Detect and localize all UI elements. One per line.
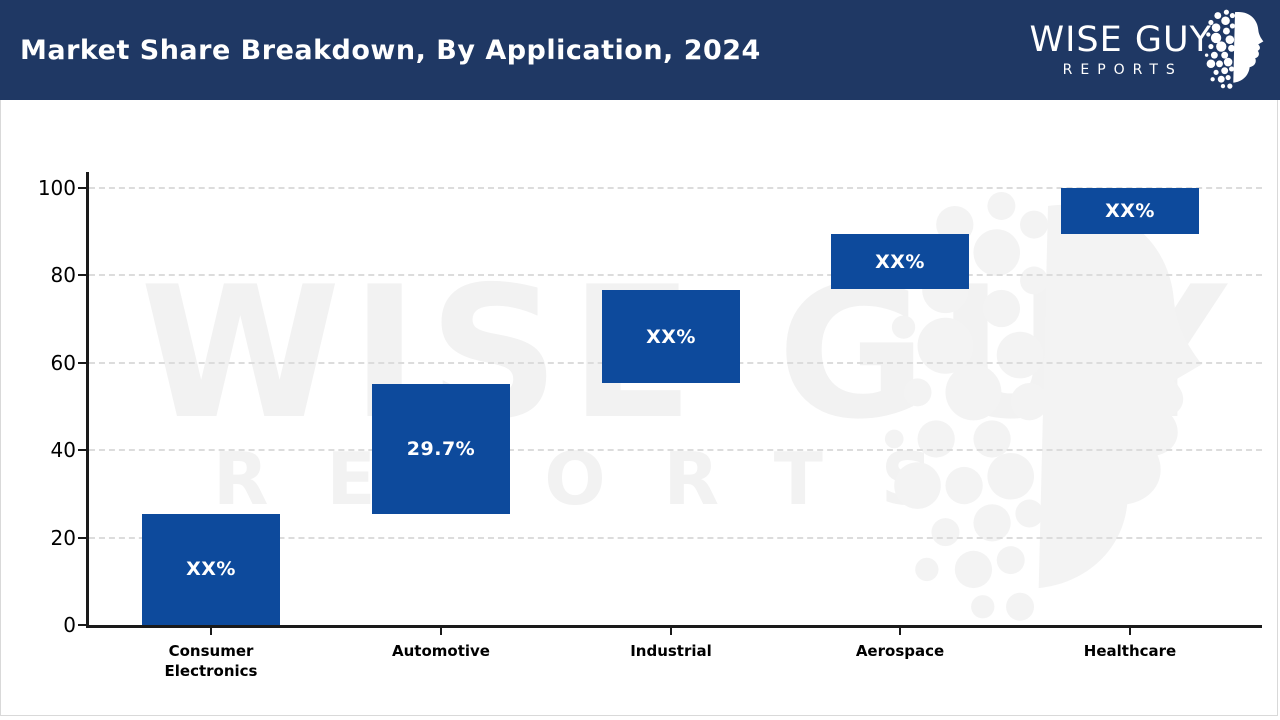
category-label-aerospace: Aerospace (855, 642, 945, 660)
brand-logo-text: WISE GUY REPORTS (1029, 22, 1212, 78)
watermark-reports-text: REPORTS (213, 437, 991, 521)
bar-aerospace: XX% (831, 233, 969, 290)
y-tick-label-100: 100 (37, 175, 76, 200)
logo-name: WISE GUY (1029, 20, 1212, 61)
x-axis-line (86, 625, 1262, 628)
x-tick-industrial (670, 628, 672, 635)
bar-value-label-aerospace: XX% (875, 250, 925, 273)
gridline-y-80 (89, 274, 1262, 276)
logo-tagline: REPORTS (1062, 61, 1183, 78)
y-tick-100 (78, 186, 86, 189)
gridline-y-20 (89, 536, 1262, 539)
x-tick-aerospace (899, 628, 901, 635)
x-tick-automotive (440, 628, 442, 635)
bar-value-label-industrial: XX% (646, 325, 696, 348)
y-tick-0 (78, 624, 86, 626)
y-tick-label-60: 60 (50, 350, 76, 375)
bar-consumer-electronics: XX% (142, 513, 280, 625)
gridline-y-40 (89, 449, 1262, 451)
category-label-healthcare: Healthcare (1083, 642, 1177, 660)
x-tick-healthcare (1129, 628, 1131, 635)
wiseguy-head-icon (1204, 9, 1264, 89)
y-tick-40 (78, 449, 86, 451)
category-label-consumer-electronics: Consumer Electronics (164, 642, 258, 680)
page-title: Market Share Breakdown, By Application, … (20, 34, 761, 66)
y-tick-label-40: 40 (50, 438, 76, 462)
y-tick-80 (78, 274, 86, 276)
y-axis-line (86, 172, 89, 628)
category-label-industrial: Industrial (630, 642, 712, 660)
x-tick-consumer-electronics (210, 628, 212, 635)
y-tick-60 (78, 361, 86, 364)
y-tick-20 (78, 536, 86, 539)
y-tick-label-20: 20 (50, 525, 76, 550)
bar-industrial: XX% (602, 290, 740, 384)
bar-automotive: 29.7% (372, 383, 510, 514)
bar-value-label-consumer-electronics: XX% (186, 558, 236, 581)
y-tick-label-0: 0 (63, 613, 76, 637)
y-tick-label-80: 80 (50, 263, 76, 287)
header-bar: Market Share Breakdown, By Application, … (0, 0, 1280, 100)
bar-healthcare: XX% (1061, 187, 1199, 234)
bar-value-label-automotive: 29.7% (406, 437, 476, 460)
brand-logo: WISE GUY REPORTS (1029, 7, 1266, 93)
gridline-y-100 (89, 186, 1262, 189)
category-label-automotive: Automotive (392, 642, 490, 660)
bar-value-label-healthcare: XX% (1105, 199, 1155, 222)
